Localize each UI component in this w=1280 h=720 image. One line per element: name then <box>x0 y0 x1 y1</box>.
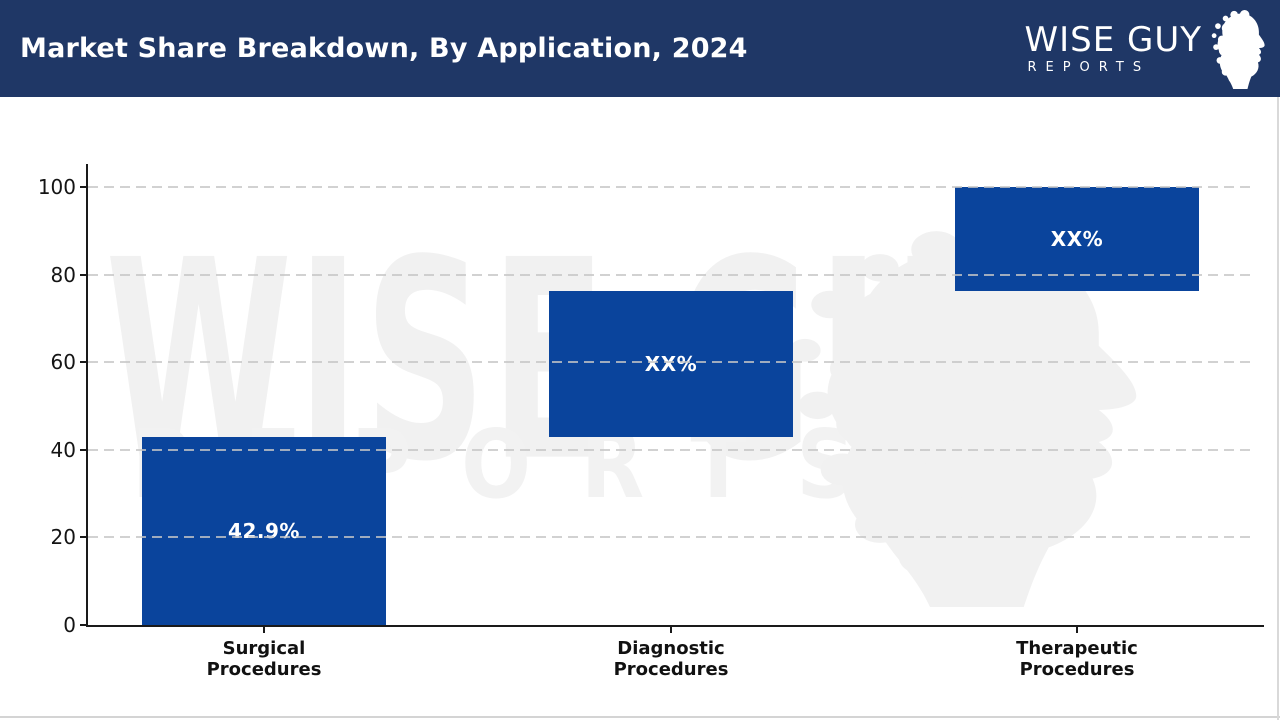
gridline-80 <box>88 273 1253 276</box>
face-profile-dots-icon <box>1211 9 1265 89</box>
page-bottom-rule <box>0 716 1280 718</box>
logo-text: WISE GUY REPORTS <box>1024 23 1202 75</box>
gridline-100 <box>88 186 1253 188</box>
y-tick <box>80 448 88 451</box>
page-title: Market Share Breakdown, By Application, … <box>20 33 748 64</box>
y-axis-spine <box>86 164 88 627</box>
bar-therapeutic-procedures: XX% <box>955 187 1199 292</box>
y-axis-tick-label: 0 <box>63 613 76 637</box>
x-axis-category-label: Therapeutic Procedures <box>1016 638 1138 680</box>
header: Market Share Breakdown, By Application, … <box>0 0 1280 97</box>
gridline-60 <box>88 361 1253 364</box>
x-tick <box>263 625 265 633</box>
bar-surgical-procedures: 42.9% <box>142 437 386 625</box>
y-axis-tick-label: 40 <box>50 437 76 462</box>
gridline-20 <box>88 536 1253 539</box>
page-right-rule <box>1277 97 1279 720</box>
y-axis-tick-label: 20 <box>50 525 76 550</box>
bar-value-label: XX% <box>1050 227 1104 252</box>
gridline-40 <box>88 448 1253 451</box>
bar-value-label: 42.9% <box>228 519 300 544</box>
bar-diagnostic-procedures: XX% <box>549 291 793 438</box>
x-axis-spine <box>86 625 1264 627</box>
logo-sub-label: REPORTS <box>1027 59 1151 75</box>
x-axis-category-label: Surgical Procedures <box>206 638 322 680</box>
x-tick <box>1076 625 1078 633</box>
logo-brand-label: WISE GUY <box>1024 19 1202 60</box>
y-tick <box>80 186 88 188</box>
bar-value-label: XX% <box>644 352 698 377</box>
y-tick <box>80 273 88 276</box>
y-tick <box>80 536 88 539</box>
y-axis-tick-label: 80 <box>50 262 76 287</box>
y-tick <box>80 624 88 626</box>
y-tick <box>80 361 88 364</box>
x-tick <box>670 625 672 633</box>
x-axis-category-label: Diagnostic Procedures <box>613 638 729 680</box>
wiseguy-logo: WISE GUY REPORTS <box>1024 9 1270 89</box>
y-axis-tick-label: 100 <box>37 175 76 199</box>
y-axis-tick-label: 60 <box>50 350 76 375</box>
